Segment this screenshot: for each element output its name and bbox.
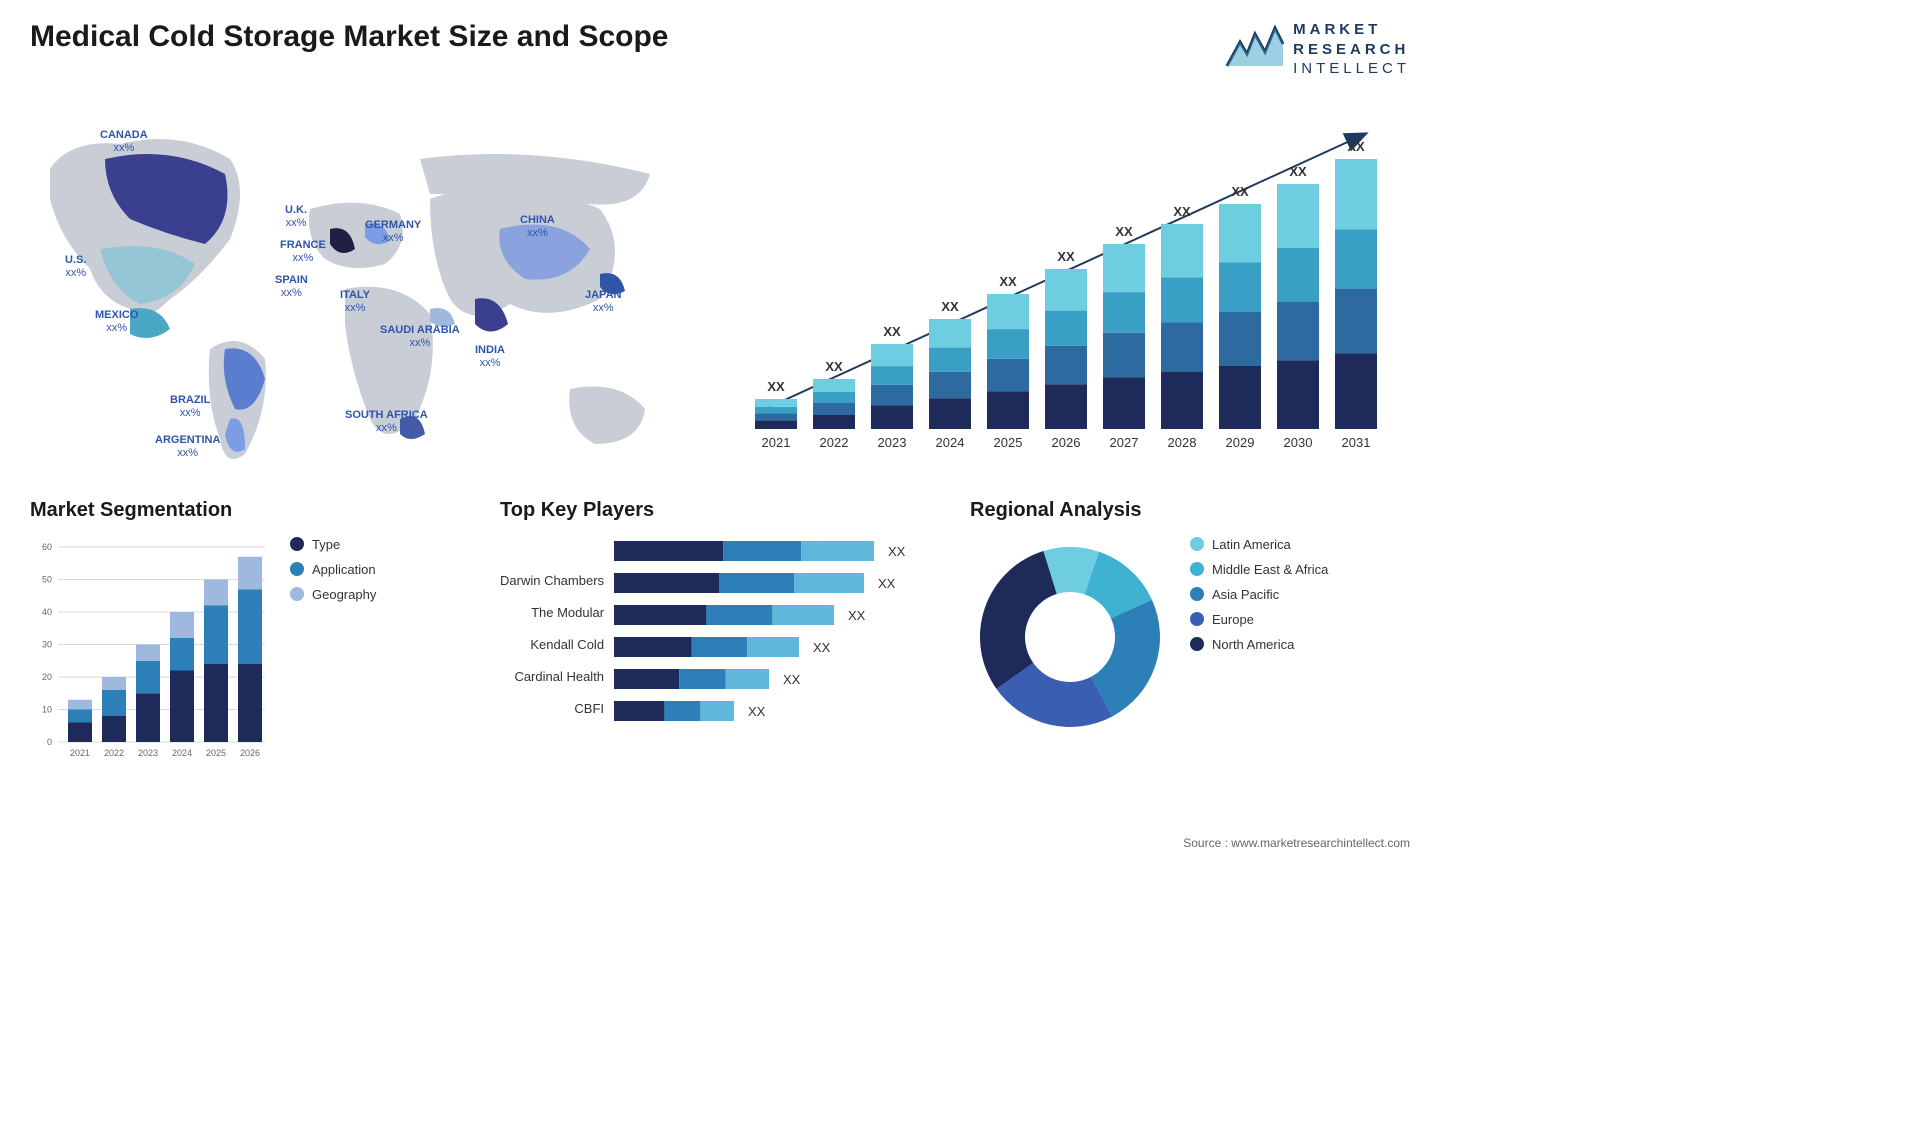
world-map-panel: CANADAxx% U.S.xx% MEXICOxx% BRAZILxx% ARGENT… <box>30 99 705 469</box>
players-title: Top Key Players <box>500 499 940 522</box>
svg-text:60: 60 <box>42 542 52 552</box>
map-label: INDIAxx% <box>475 344 505 370</box>
svg-text:2024: 2024 <box>172 748 192 758</box>
svg-text:XX: XX <box>813 640 831 655</box>
svg-text:XX: XX <box>1289 164 1307 179</box>
map-label: SOUTH AFRICAxx% <box>345 409 428 435</box>
player-labels: Darwin ChambersThe ModularKendall ColdCa… <box>500 537 614 747</box>
svg-text:2031: 2031 <box>1342 435 1371 450</box>
svg-text:2024: 2024 <box>936 435 965 450</box>
map-label: SAUDI ARABIAxx% <box>380 324 460 350</box>
brand-logo: MARKET RESEARCH INTELLECT <box>1225 20 1410 79</box>
legend-item: Europe <box>1190 612 1328 627</box>
svg-text:2023: 2023 <box>138 748 158 758</box>
svg-text:2028: 2028 <box>1168 435 1197 450</box>
growth-chart-svg: XX 2021 XX 2022 XX 2023 XX 2024 XX 2025 XX 2026 XX 20… <box>735 99 1395 469</box>
svg-text:2022: 2022 <box>820 435 849 450</box>
svg-text:XX: XX <box>825 359 843 374</box>
svg-text:XX: XX <box>878 576 896 591</box>
map-label: MEXICOxx% <box>95 309 138 335</box>
svg-text:XX: XX <box>748 704 766 719</box>
players-panel: Top Key Players Darwin ChambersThe Modul… <box>500 499 940 767</box>
map-label: FRANCExx% <box>280 239 326 265</box>
map-label: U.S.xx% <box>65 254 86 280</box>
svg-text:2021: 2021 <box>762 435 791 450</box>
svg-text:XX: XX <box>783 672 801 687</box>
map-label: CANADAxx% <box>100 129 148 155</box>
player-label: Kendall Cold <box>500 629 604 661</box>
player-label: The Modular <box>500 597 604 629</box>
svg-text:XX: XX <box>1173 204 1191 219</box>
svg-text:XX: XX <box>941 299 959 314</box>
player-label: Darwin Chambers <box>500 565 604 597</box>
players-chart: XX XX XX XX XX XX <box>614 537 924 747</box>
legend-item: Application <box>290 562 376 577</box>
svg-text:2022: 2022 <box>104 748 124 758</box>
svg-text:XX: XX <box>1231 184 1249 199</box>
legend-item: Middle East & Africa <box>1190 562 1328 577</box>
svg-text:2025: 2025 <box>206 748 226 758</box>
map-label: CHINAxx% <box>520 214 555 240</box>
legend-item: Asia Pacific <box>1190 587 1328 602</box>
svg-text:0: 0 <box>47 737 52 747</box>
legend-item: Latin America <box>1190 537 1328 552</box>
top-row: CANADAxx% U.S.xx% MEXICOxx% BRAZILxx% ARGENT… <box>30 99 1410 469</box>
header: Medical Cold Storage Market Size and Sco… <box>30 20 1410 79</box>
source-attribution: Source : www.marketresearchintellect.com <box>1183 836 1410 850</box>
svg-text:XX: XX <box>767 379 785 394</box>
svg-text:50: 50 <box>42 574 52 584</box>
svg-text:XX: XX <box>999 274 1017 289</box>
svg-text:2023: 2023 <box>878 435 907 450</box>
map-label: ARGENTINAxx% <box>155 434 220 460</box>
regional-panel: Regional Analysis Latin America Middle Ea… <box>970 499 1410 767</box>
map-label: ITALYxx% <box>340 289 370 315</box>
svg-text:XX: XX <box>888 544 906 559</box>
regional-donut <box>970 537 1170 737</box>
svg-text:10: 10 <box>42 704 52 714</box>
svg-text:20: 20 <box>42 672 52 682</box>
map-label: GERMANYxx% <box>365 219 421 245</box>
regional-legend: Latin America Middle East & Africa Asia Pa… <box>1190 537 1328 662</box>
player-label: Cardinal Health <box>500 661 604 693</box>
svg-text:XX: XX <box>848 608 866 623</box>
segmentation-chart: 0 10 20 30 40 50 60 2021 2022 2023 2024 2025 2026 <box>30 537 270 767</box>
svg-text:XX: XX <box>1347 139 1365 154</box>
map-label: SPAINxx% <box>275 274 308 300</box>
svg-text:40: 40 <box>42 607 52 617</box>
map-label: JAPANxx% <box>585 289 621 315</box>
svg-text:2025: 2025 <box>994 435 1023 450</box>
svg-text:2021: 2021 <box>70 748 90 758</box>
svg-text:XX: XX <box>883 324 901 339</box>
svg-text:2029: 2029 <box>1226 435 1255 450</box>
svg-text:2026: 2026 <box>240 748 260 758</box>
svg-text:30: 30 <box>42 639 52 649</box>
map-label: BRAZILxx% <box>170 394 210 420</box>
legend-item: Geography <box>290 587 376 602</box>
svg-text:2030: 2030 <box>1284 435 1313 450</box>
growth-bar-chart: XX 2021 XX 2022 XX 2023 XX 2024 XX 2025 XX 2026 XX 20… <box>735 99 1410 469</box>
svg-text:XX: XX <box>1057 249 1075 264</box>
page-title: Medical Cold Storage Market Size and Sco… <box>30 20 669 54</box>
svg-text:2026: 2026 <box>1052 435 1081 450</box>
legend-item: Type <box>290 537 376 552</box>
bottom-row: Market Segmentation 0 10 20 30 40 50 60 2021 202… <box>30 499 1410 767</box>
svg-text:2027: 2027 <box>1110 435 1139 450</box>
segmentation-panel: Market Segmentation 0 10 20 30 40 50 60 2021 202… <box>30 499 470 767</box>
map-label: U.K.xx% <box>285 204 307 230</box>
player-label: CBFI <box>500 693 604 725</box>
regional-title: Regional Analysis <box>970 499 1410 522</box>
segmentation-title: Market Segmentation <box>30 499 470 522</box>
legend-item: North America <box>1190 637 1328 652</box>
logo-text: MARKET RESEARCH INTELLECT <box>1293 20 1410 79</box>
segmentation-legend: Type Application Geography <box>290 537 376 767</box>
svg-text:XX: XX <box>1115 224 1133 239</box>
logo-icon <box>1225 24 1285 74</box>
